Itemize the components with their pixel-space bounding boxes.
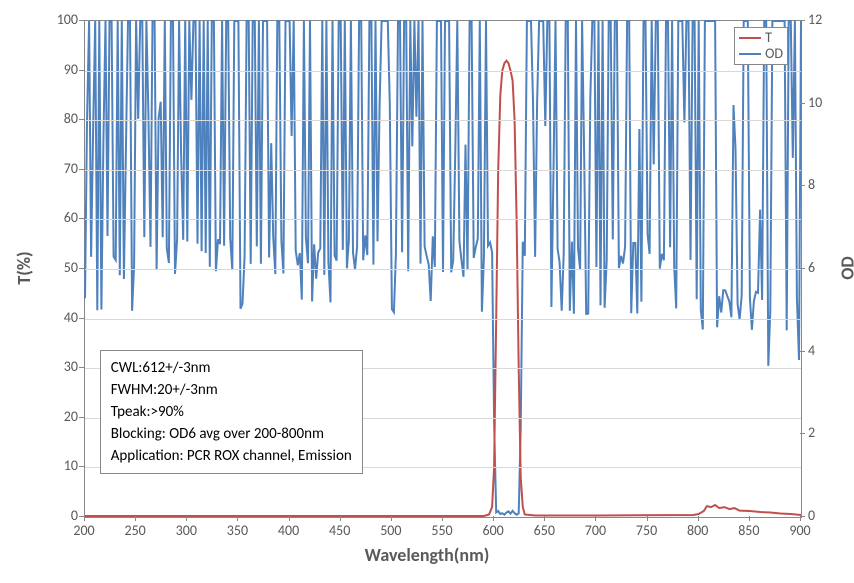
x-tick-mark — [442, 516, 443, 521]
y-left-tick-label: 100 — [48, 11, 78, 28]
y-left-tick-mark — [79, 318, 84, 319]
legend-swatch — [739, 37, 761, 39]
x-tick-label: 600 — [482, 522, 503, 539]
x-tick-mark — [340, 516, 341, 521]
legend-label: T — [765, 30, 772, 46]
y-right-tick-label: 8 — [808, 176, 815, 193]
y-left-tick-label: 20 — [48, 408, 78, 425]
info-box-line: Application: PCR ROX channel, Emission — [111, 445, 352, 467]
y-left-tick-mark — [79, 70, 84, 71]
y-left-tick-mark — [79, 367, 84, 368]
gridline-h — [85, 269, 801, 270]
y-left-tick-mark — [79, 169, 84, 170]
y-left-tick-label: 10 — [48, 457, 78, 474]
y-left-tick-label: 60 — [48, 209, 78, 226]
x-tick-label: 350 — [227, 522, 248, 539]
x-tick-label: 900 — [789, 522, 810, 539]
x-tick-label: 550 — [431, 522, 452, 539]
y-left-tick-mark — [79, 218, 84, 219]
y-left-tick-mark — [79, 20, 84, 21]
y-left-tick-label: 30 — [48, 358, 78, 375]
y-right-tick-mark — [800, 351, 805, 352]
y-axis-left-label: T(%) — [13, 251, 35, 284]
y-right-tick-mark — [800, 433, 805, 434]
y-right-tick-label: 4 — [808, 342, 815, 359]
legend-item: OD — [739, 46, 783, 62]
x-tick-label: 200 — [73, 522, 94, 539]
y-left-tick-mark — [79, 466, 84, 467]
x-tick-mark — [595, 516, 596, 521]
gridline-h — [85, 71, 801, 72]
y-right-tick-label: 10 — [808, 94, 822, 111]
y-right-tick-label: 2 — [808, 424, 815, 441]
x-tick-mark — [391, 516, 392, 521]
x-tick-mark — [135, 516, 136, 521]
x-tick-mark — [186, 516, 187, 521]
gridline-h — [85, 219, 801, 220]
info-box-line: CWL:612+/-3nm — [111, 357, 352, 379]
y-right-tick-mark — [800, 103, 805, 104]
info-box: CWL:612+/-3nmFWHM:20+/-3nmTpeak:>90%Bloc… — [100, 350, 363, 474]
y-right-tick-label: 12 — [808, 11, 822, 28]
y-left-tick-mark — [79, 417, 84, 418]
y-left-tick-label: 80 — [48, 110, 78, 127]
x-tick-mark — [698, 516, 699, 521]
x-tick-label: 650 — [534, 522, 555, 539]
x-tick-mark — [749, 516, 750, 521]
x-tick-label: 450 — [329, 522, 350, 539]
y-left-tick-label: 50 — [48, 259, 78, 276]
x-tick-mark — [289, 516, 290, 521]
x-tick-mark — [493, 516, 494, 521]
legend: TOD — [734, 27, 788, 65]
y-left-tick-label: 40 — [48, 309, 78, 326]
x-tick-label: 300 — [176, 522, 197, 539]
y-left-tick-mark — [79, 268, 84, 269]
optical-filter-chart: Shanghai Mega-9 Optoelectronic Co., Ltd.… — [0, 0, 854, 583]
x-tick-mark — [647, 516, 648, 521]
info-box-line: FWHM:20+/-3nm — [111, 379, 352, 401]
y-left-tick-mark — [79, 119, 84, 120]
y-right-tick-mark — [800, 268, 805, 269]
legend-item: T — [739, 30, 783, 46]
y-axis-right-label: OD — [837, 256, 854, 280]
info-box-line: Blocking: OD6 avg over 200-800nm — [111, 423, 352, 445]
x-tick-label: 750 — [636, 522, 657, 539]
gridline-h — [85, 319, 801, 320]
x-tick-mark — [84, 516, 85, 521]
y-right-tick-label: 6 — [808, 259, 815, 276]
x-tick-label: 250 — [124, 522, 145, 539]
info-box-line: Tpeak:>90% — [111, 401, 352, 423]
x-tick-mark — [544, 516, 545, 521]
x-tick-mark — [237, 516, 238, 521]
x-tick-label: 800 — [687, 522, 708, 539]
x-tick-label: 700 — [585, 522, 606, 539]
y-left-tick-label: 90 — [48, 61, 78, 78]
legend-label: OD — [765, 46, 783, 62]
gridline-h — [85, 170, 801, 171]
x-axis-label: Wavelength(nm) — [0, 544, 854, 566]
x-tick-label: 850 — [738, 522, 759, 539]
gridline-h — [85, 120, 801, 121]
y-right-tick-mark — [800, 185, 805, 186]
y-right-tick-mark — [800, 20, 805, 21]
y-left-tick-label: 70 — [48, 160, 78, 177]
x-tick-mark — [800, 516, 801, 521]
x-tick-label: 500 — [380, 522, 401, 539]
legend-swatch — [739, 53, 761, 55]
x-tick-label: 400 — [278, 522, 299, 539]
